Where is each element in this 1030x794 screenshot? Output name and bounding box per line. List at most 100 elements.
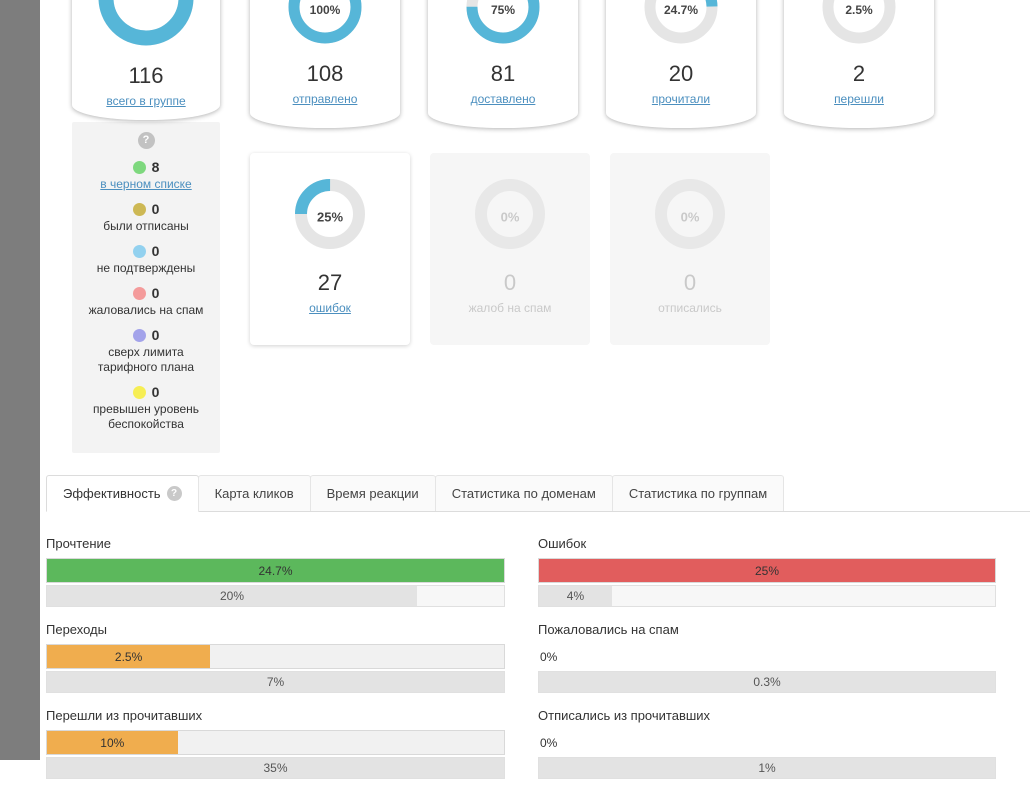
legend-row: 0 — [78, 384, 214, 400]
spam-donut: 0% — [473, 177, 547, 256]
anxiety-dot-icon — [132, 385, 146, 399]
tab-label: Карта кликов — [214, 486, 294, 501]
metric-average-bar: 0.3% — [538, 671, 996, 693]
legend-item-anxiety: 0 превышен уровень беспокойства — [78, 384, 214, 432]
legend-count: 0 — [151, 243, 160, 259]
donut-chart — [295, 179, 365, 249]
legend-row: 0 — [78, 327, 214, 343]
read-link[interactable]: прочитали — [651, 92, 711, 106]
errors-card: 25% 27 ошибок — [250, 153, 410, 345]
legend-label: жаловались на спам — [88, 303, 204, 317]
metric-value-fill: 10% — [47, 731, 178, 754]
delivered-percent: 75% — [490, 2, 516, 17]
left-gutter — [0, 0, 40, 760]
effectiveness-panel: Прочтение 24.7% 20% Переходы 2.5% 7% Пер… — [46, 536, 1030, 794]
donut-chart — [475, 179, 545, 249]
metric-value-bar: 25% — [538, 558, 996, 583]
delivered-link[interactable]: доставлено — [470, 92, 536, 106]
blacklist-link[interactable]: в черном списке — [100, 177, 192, 191]
tab-effectiveness[interactable]: Эффективность ? — [46, 475, 199, 512]
over-limit-dot-icon — [132, 328, 146, 342]
metric-average-bar: 4% — [538, 585, 996, 607]
errors-donut: 25% — [293, 177, 367, 256]
metric-value-fill: 0% — [540, 735, 558, 750]
metric-average-bar: 1% — [538, 757, 996, 779]
metric-average-bar: 20% — [46, 585, 505, 607]
sent-count: 108 — [306, 61, 344, 86]
metric-read-rate: Прочтение 24.7% 20% — [46, 536, 505, 607]
delivered-count: 81 — [490, 61, 516, 86]
funnel-cards-row: 100% 108 отправлено 75% 81 доставлено — [250, 0, 934, 128]
total-in-group-link[interactable]: всего в группе — [106, 94, 186, 108]
legend-count: 0 — [151, 384, 160, 400]
metric-title: Отписались из прочитавших — [538, 708, 711, 723]
metric-value-bar: 0% — [538, 730, 996, 755]
donut-chart — [466, 0, 540, 44]
donut-chart — [98, 0, 194, 46]
read-percent: 24.7% — [663, 2, 699, 17]
unsubscribed-card: 0% 0 отписались — [610, 153, 770, 345]
summary-section: 116 всего в группе ? 8 в черном списке 0 — [40, 0, 1030, 453]
legend-label: не подтверждены — [96, 261, 196, 275]
metric-clicked-of-read: Перешли из прочитавших 10% 35% — [46, 708, 505, 779]
donut-chart — [288, 0, 362, 44]
summary-card-delivered: 75% 81 доставлено — [428, 0, 578, 128]
spam-label: жалоб на спам — [468, 301, 552, 315]
legend-row: 8 — [78, 159, 214, 175]
clicked-count: 2 — [852, 61, 866, 86]
summary-card-total: 116 всего в группе — [72, 0, 220, 120]
spam-percent: 0% — [500, 209, 520, 224]
delivered-donut: 75% — [464, 0, 542, 51]
tab-click-map[interactable]: Карта кликов — [197, 475, 311, 511]
metric-average-fill: 4% — [539, 586, 612, 606]
errors-link[interactable]: ошибок — [309, 301, 351, 315]
errors-count: 27 — [317, 270, 343, 295]
metric-click-rate: Переходы 2.5% 7% — [46, 622, 505, 693]
help-icon[interactable]: ? — [137, 132, 155, 149]
metric-value-fill: 25% — [539, 559, 995, 582]
legend-row: 0 — [78, 243, 214, 259]
total-count: 116 — [128, 63, 164, 88]
legend-item-unsubscribed: 0 были отписаны — [78, 201, 214, 234]
legend-count: 0 — [151, 201, 160, 217]
group-legend: ? 8 в черном списке 0 были отписаны — [72, 122, 220, 453]
legend-count: 8 — [151, 159, 160, 175]
sent-donut: 100% — [286, 0, 364, 51]
group-column: 116 всего в группе ? 8 в черном списке 0 — [72, 0, 220, 453]
clicked-donut: 2.5% — [820, 0, 898, 51]
tab-reaction-time[interactable]: Время реакции — [309, 475, 436, 511]
metric-value-bar: 0% — [538, 644, 996, 669]
legend-row: 0 — [78, 201, 214, 217]
metric-value-bar: 2.5% — [46, 644, 505, 669]
tab-domain-stats[interactable]: Статистика по доменам — [434, 475, 613, 511]
metric-spam-complaints: Пожаловались на спам 0% 0.3% — [538, 622, 996, 693]
tab-label: Статистика по группам — [628, 486, 768, 501]
unsub-label: отписались — [658, 301, 722, 315]
sent-link[interactable]: отправлено — [292, 92, 358, 106]
read-donut: 24.7% — [642, 0, 720, 51]
metric-average-fill: 7% — [47, 672, 504, 692]
spam-complaints-card: 0% 0 жалоб на спам — [430, 153, 590, 345]
stats-tabs: Эффективность ? Карта кликов Время реакц… — [46, 475, 1030, 512]
metric-average-bar: 7% — [46, 671, 505, 693]
metric-title: Прочтение — [46, 536, 111, 551]
legend-item-spam-complaint: 0 жаловались на спам — [78, 285, 214, 318]
tab-label: Статистика по доменам — [451, 486, 596, 501]
errors-percent: 25% — [316, 209, 344, 224]
metrics-right-column: Ошибок 25% 4% Пожаловались на спам 0% 0.… — [538, 536, 996, 794]
metrics-left-column: Прочтение 24.7% 20% Переходы 2.5% 7% Пер… — [46, 536, 505, 794]
clicked-link[interactable]: перешли — [834, 92, 884, 106]
metric-average-fill: 1% — [539, 758, 995, 778]
tab-help-icon[interactable]: ? — [166, 486, 182, 501]
total-donut — [96, 0, 196, 53]
metric-value-bar: 10% — [46, 730, 505, 755]
donut-chart — [655, 179, 725, 249]
legend-item-blacklist: 8 в черном списке — [78, 159, 214, 192]
unsub-donut: 0% — [653, 177, 727, 256]
unsub-count: 0 — [683, 270, 697, 295]
metric-title: Перешли из прочитавших — [46, 708, 203, 723]
donut-chart — [644, 0, 718, 44]
legend-item-unconfirmed: 0 не подтверждены — [78, 243, 214, 276]
legend-count: 0 — [151, 285, 160, 301]
tab-group-stats[interactable]: Статистика по группам — [611, 475, 785, 511]
